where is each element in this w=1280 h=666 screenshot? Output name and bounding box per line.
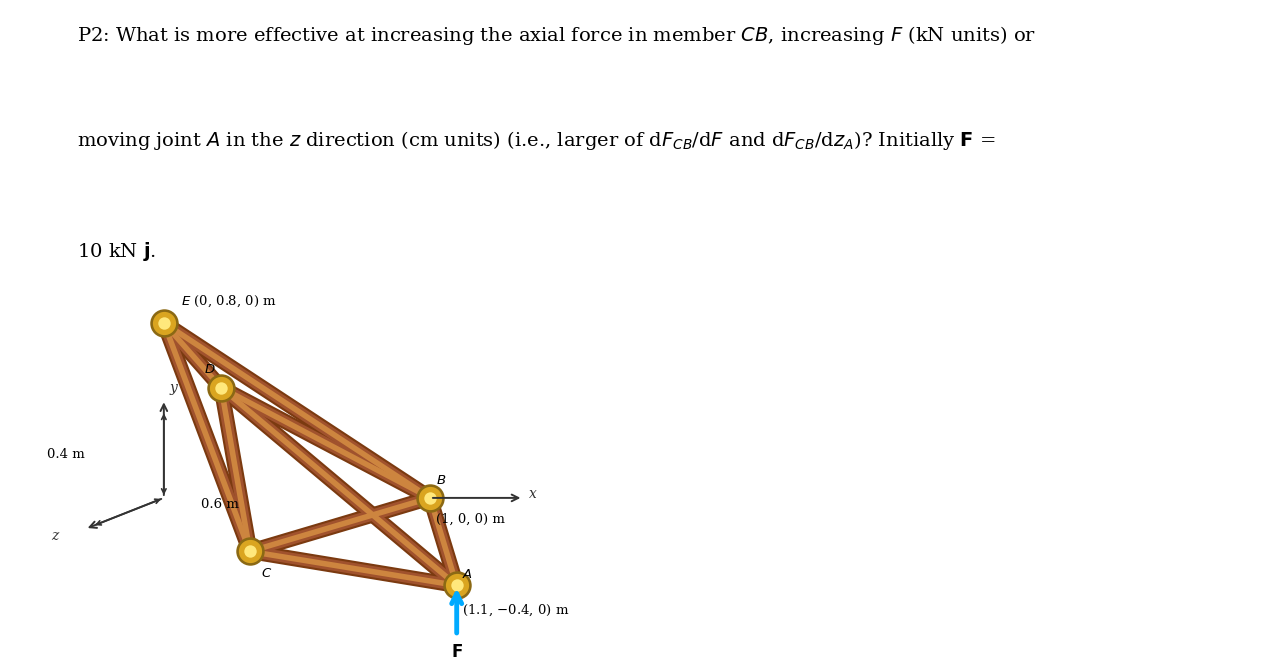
Text: $\it{B}$: $\it{B}$ [435, 474, 445, 487]
Text: 0.6 m: 0.6 m [201, 498, 238, 511]
Text: moving joint $\it{A}$ in the $z$ direction (cm units) (i.e., larger of d$\it{F}_: moving joint $\it{A}$ in the $z$ directi… [77, 129, 996, 152]
Point [154, 318, 174, 328]
Text: 10 kN $\mathbf{j}$.: 10 kN $\mathbf{j}$. [77, 240, 156, 263]
Text: z: z [51, 529, 59, 543]
Point [420, 493, 440, 503]
Point [420, 493, 440, 503]
Text: $\it{A}$: $\it{A}$ [462, 568, 474, 581]
Point [239, 546, 260, 557]
Point [154, 318, 174, 328]
Text: $\it{C}$: $\it{C}$ [261, 567, 273, 579]
Point [447, 580, 467, 591]
Text: (1.1, $-$0.4, 0) m: (1.1, $-$0.4, 0) m [462, 603, 570, 619]
Point [211, 382, 232, 393]
Text: y: y [169, 381, 178, 395]
Text: $\it{E}$ (0, 0.8, 0) m: $\it{E}$ (0, 0.8, 0) m [180, 294, 276, 309]
Text: x: x [529, 487, 536, 501]
Point [239, 546, 260, 557]
Point [447, 580, 467, 591]
Point [211, 382, 232, 393]
Point [447, 580, 467, 591]
Point [211, 382, 232, 393]
Text: (1, 0, 0) m: (1, 0, 0) m [435, 513, 504, 526]
Text: 0.4 m: 0.4 m [47, 448, 84, 461]
Point [154, 318, 174, 328]
Point [420, 493, 440, 503]
Text: P2: What is more effective at increasing the axial force in member $\it{CB}$, in: P2: What is more effective at increasing… [77, 24, 1036, 47]
Point [239, 546, 260, 557]
Text: $\mathbf{F}$: $\mathbf{F}$ [451, 644, 462, 661]
Text: $\it{D}$: $\it{D}$ [205, 364, 216, 376]
